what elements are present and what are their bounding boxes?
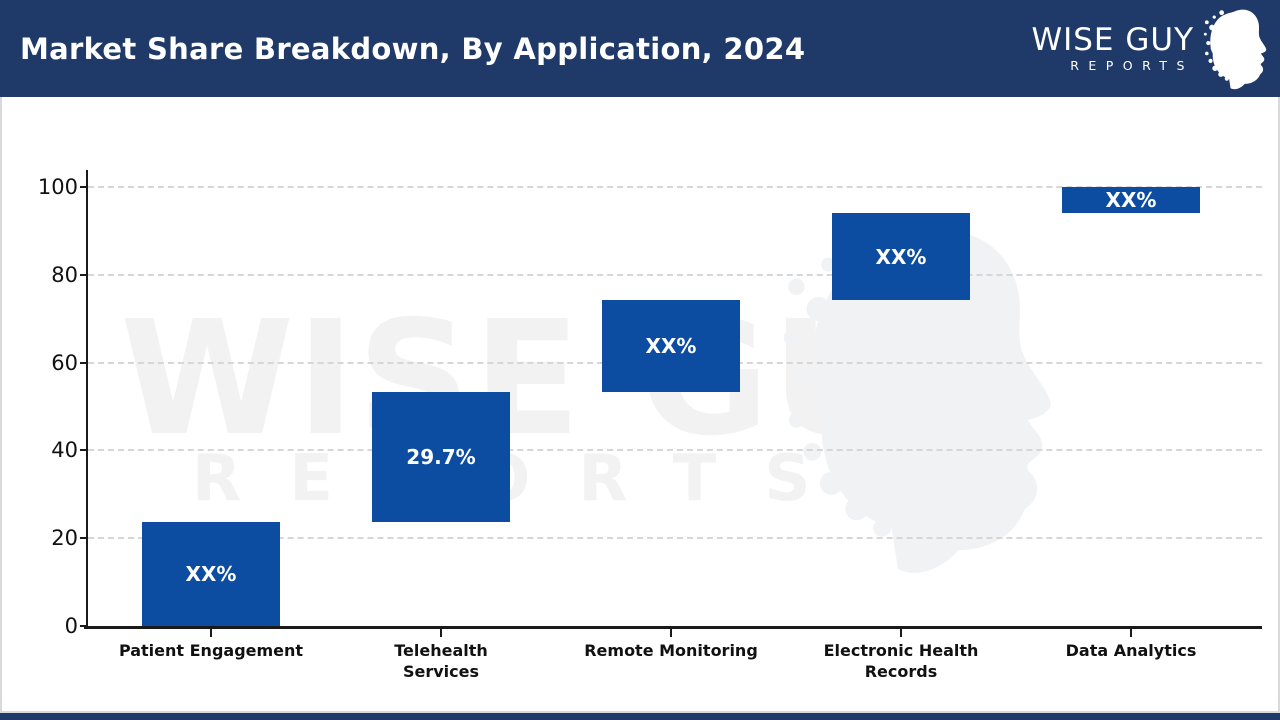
chart-title: Market Share Breakdown, By Application, … bbox=[20, 31, 806, 66]
logo-subtitle: REPORTS bbox=[1070, 58, 1194, 73]
header-bar: Market Share Breakdown, By Application, … bbox=[0, 0, 1280, 97]
watermark-head-icon bbox=[783, 232, 1051, 573]
logo-head-icon bbox=[1203, 9, 1267, 89]
watermark-subtitle: REPORTS bbox=[192, 442, 859, 516]
chart-area: WISE GUY REPORTS bbox=[0, 97, 1280, 713]
logo-text: WISE GUY REPORTS bbox=[1031, 24, 1194, 73]
logo-wordmark: WISE GUY bbox=[1031, 22, 1194, 58]
wise-guy-reports-logo: WISE GUY REPORTS bbox=[1031, 0, 1272, 97]
footer-bar bbox=[0, 713, 1280, 720]
